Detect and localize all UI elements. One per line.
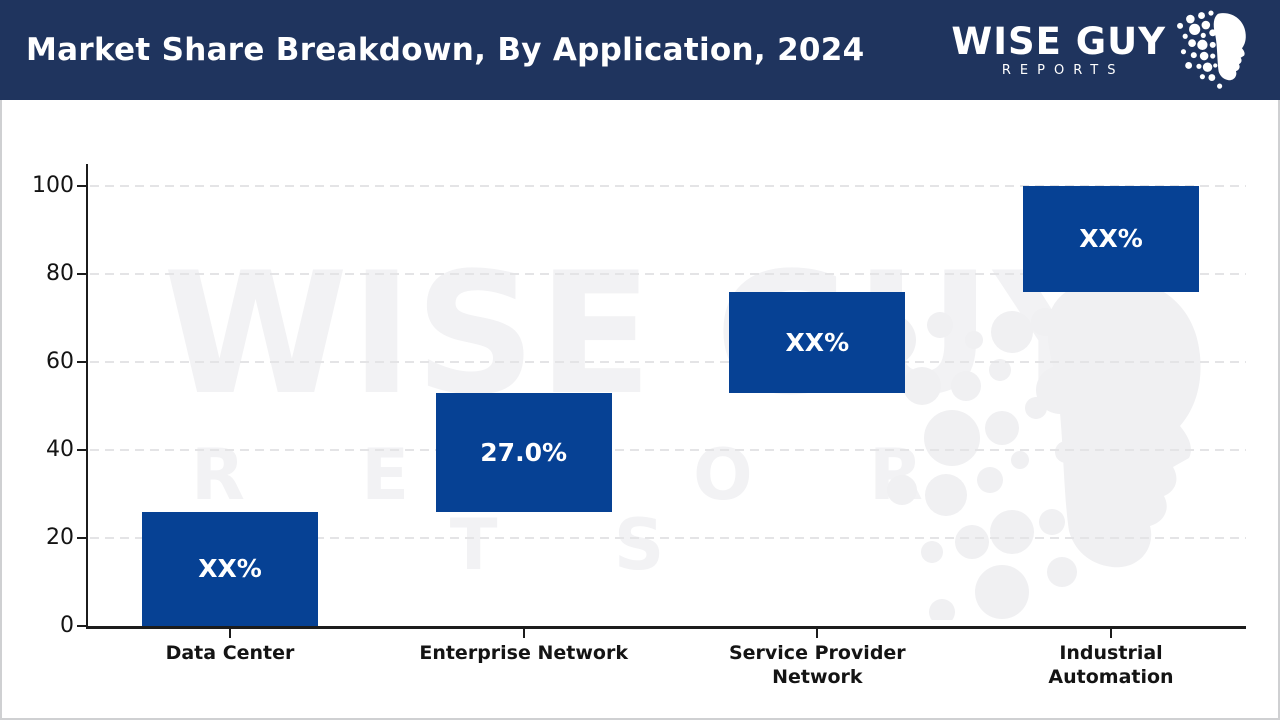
x-tick-label: Enterprise Network xyxy=(419,642,628,664)
x-tick-mark xyxy=(816,629,819,638)
logo-head-dots-icon xyxy=(1177,10,1246,89)
logo-subtitle: REPORTS xyxy=(1001,62,1125,78)
wise-guy-reports-logo: WISE GUY REPORTS xyxy=(951,7,1254,93)
gridline xyxy=(90,537,1246,539)
bar-segment: XX% xyxy=(142,511,318,626)
x-tick-mark xyxy=(522,629,525,638)
x-tick-label: Industrial Automation xyxy=(1048,642,1174,688)
page-edge-right xyxy=(1278,100,1280,720)
y-tick-mark xyxy=(77,185,86,187)
y-tick-mark xyxy=(77,449,86,451)
x-tick-label: Service Provider Network xyxy=(728,642,906,688)
bar-value-label: XX% xyxy=(1079,224,1143,254)
gridline xyxy=(90,449,1246,451)
bar-segment: 27.0% xyxy=(435,392,612,512)
x-tick-label: Data Center xyxy=(165,642,295,664)
y-tick-mark xyxy=(77,273,86,275)
bar-value-label: XX% xyxy=(785,327,850,357)
y-tick-mark xyxy=(77,537,86,539)
bar-value-label: 27.0% xyxy=(480,437,568,467)
plot: 0 20 40 60 80 100 XX% Data Center 27.0% Enterpris… xyxy=(0,100,1280,720)
y-tick-label: 20 xyxy=(46,525,74,550)
bar-segment: XX% xyxy=(729,291,906,393)
bar-value-label: XX% xyxy=(198,554,262,584)
page-edge-bottom xyxy=(0,718,1280,720)
page-title: Market Share Breakdown, By Application, … xyxy=(26,32,865,68)
gridline xyxy=(90,185,1246,187)
y-tick-label: 100 xyxy=(32,173,74,198)
logo-text: WISE GUY REPORTS xyxy=(951,23,1166,78)
y-tick-mark xyxy=(77,625,86,627)
gridline xyxy=(90,361,1246,363)
chart-header: Market Share Breakdown, By Application, … xyxy=(0,0,1280,100)
logo-wordmark: WISE GUY xyxy=(951,19,1166,63)
bar-segment: XX% xyxy=(1023,186,1199,292)
x-axis-line xyxy=(86,626,1246,629)
y-tick-label: 80 xyxy=(46,261,74,286)
x-tick-mark xyxy=(1110,629,1112,638)
gridline xyxy=(90,273,1246,275)
y-axis-line xyxy=(86,164,88,627)
page-edge-left xyxy=(0,100,2,720)
y-tick-label: 60 xyxy=(46,349,74,374)
y-tick-label: 0 xyxy=(60,613,74,638)
y-tick-mark xyxy=(77,361,86,363)
y-tick-label: 40 xyxy=(46,437,74,462)
x-tick-mark xyxy=(229,629,231,638)
